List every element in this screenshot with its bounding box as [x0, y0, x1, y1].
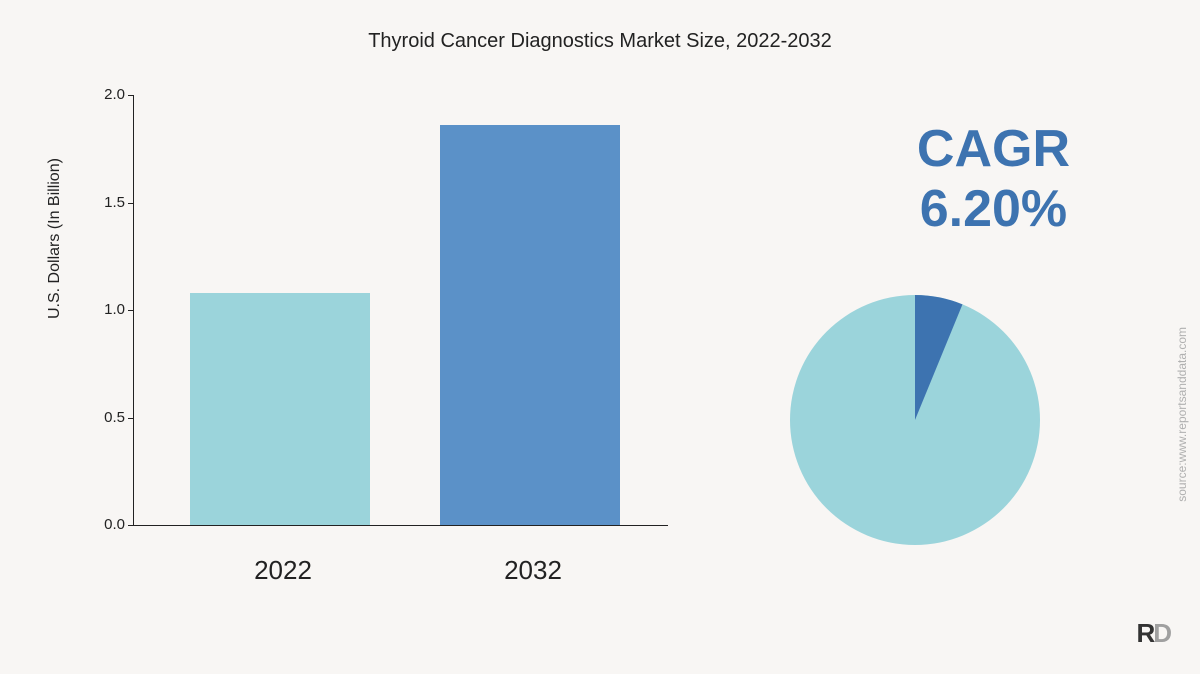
y-tick-label: 0.0 [100, 516, 125, 533]
cagr-value: 6.20% [917, 180, 1070, 240]
source-attribution: source:www.reportsanddata.com [1175, 327, 1189, 502]
cagr-label: CAGR [917, 120, 1070, 180]
bar-chart-area [130, 95, 670, 525]
logo-r: R [1136, 618, 1153, 648]
x-axis-label: 2032 [413, 555, 653, 586]
pie-svg [785, 290, 1045, 550]
chart-container: Thyroid Cancer Diagnostics Market Size, … [0, 0, 1200, 674]
bar [440, 125, 620, 525]
y-tick-label: 0.5 [100, 409, 125, 426]
y-tick-label: 2.0 [100, 86, 125, 103]
pie-chart [785, 290, 1045, 550]
y-tick-label: 1.0 [100, 301, 125, 318]
logo-d: D [1153, 618, 1170, 648]
y-tick-mark [128, 525, 133, 526]
bar [190, 293, 370, 525]
y-axis-label: U.S. Dollars (In Billion) [46, 158, 64, 319]
x-axis-label: 2022 [163, 555, 403, 586]
y-tick-label: 1.5 [100, 194, 125, 211]
cagr-callout: CAGR 6.20% [917, 120, 1070, 240]
x-axis-line [133, 525, 668, 526]
chart-title: Thyroid Cancer Diagnostics Market Size, … [0, 30, 1200, 53]
logo: RD [1136, 618, 1170, 649]
